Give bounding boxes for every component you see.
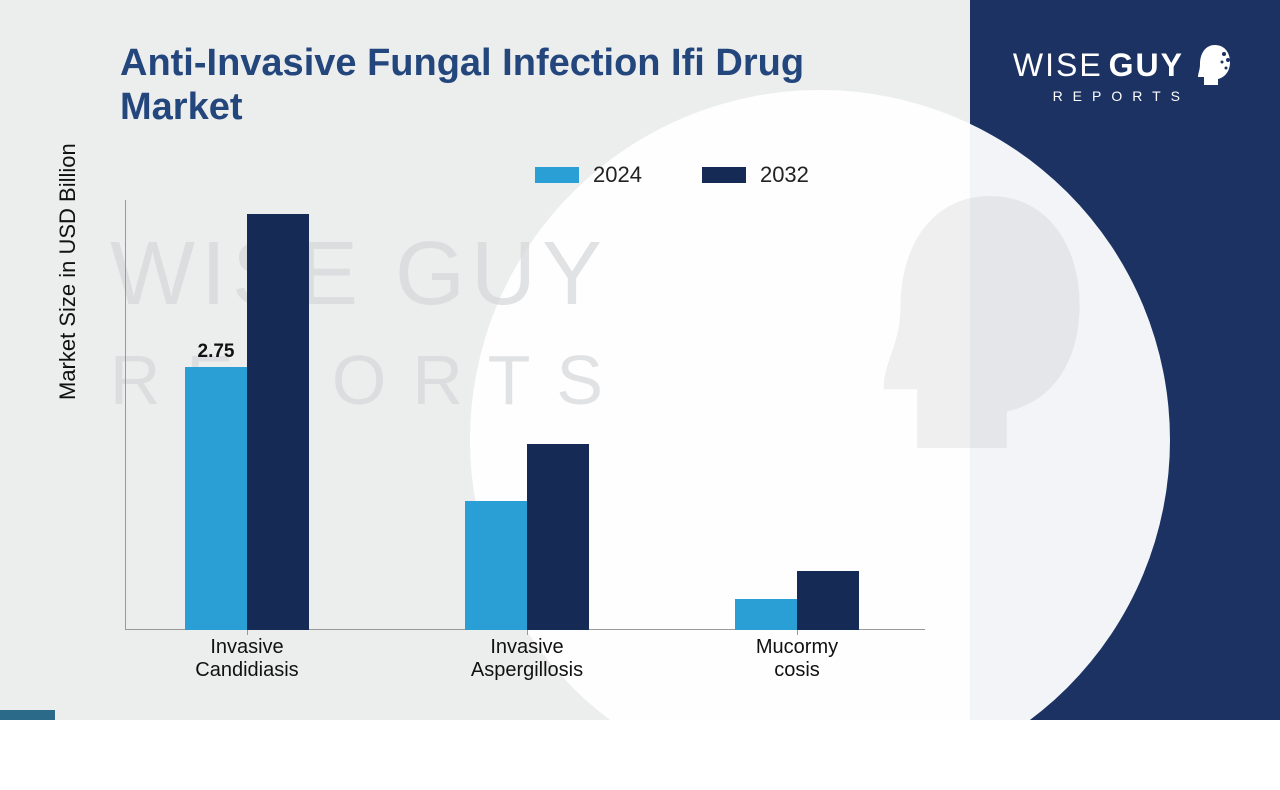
category-label: InvasiveCandidiasis (167, 636, 327, 682)
bar (465, 501, 527, 630)
legend-label-2032: 2032 (760, 162, 809, 188)
brand-subtitle: REPORTS (1013, 88, 1190, 104)
y-axis-line (125, 200, 126, 630)
category-label: InvasiveAspergillosis (447, 636, 607, 682)
chart-title: Anti-Invasive Fungal Infection Ifi Drug … (120, 42, 820, 129)
legend-swatch-2024 (535, 167, 579, 183)
legend-swatch-2032 (702, 167, 746, 183)
bar-group: Mucormycosis (735, 571, 859, 630)
legend-item-2024: 2024 (535, 162, 642, 188)
bar (527, 444, 589, 630)
bar-group: InvasiveAspergillosis (465, 444, 589, 630)
legend-item-2032: 2032 (702, 162, 809, 188)
brand-logo: WISE GUY REPORTS (1013, 40, 1240, 104)
brand-word-2: GUY (1109, 47, 1184, 84)
legend: 2024 2032 (535, 162, 809, 188)
y-axis-label: Market Size in USD Billion (55, 143, 81, 400)
axis-tick (247, 630, 248, 635)
bar-group: 2.75InvasiveCandidiasis (185, 214, 309, 630)
bar (797, 571, 859, 630)
bar-value-label: 2.75 (198, 341, 235, 363)
category-label: Mucormycosis (717, 636, 877, 682)
axis-tick (797, 630, 798, 635)
brand-word-1: WISE (1013, 47, 1103, 84)
bar (735, 599, 797, 630)
page-root: WISE GUY REPORTS WISE GUY REPORTS Anti-I… (0, 0, 1280, 720)
axis-tick (527, 630, 528, 635)
footer-accent (0, 710, 55, 720)
legend-label-2024: 2024 (593, 162, 642, 188)
chart-area: Market Size in USD Billion 2024 2032 2.7… (65, 170, 935, 680)
plot-region: 2.75InvasiveCandidiasis InvasiveAspergill… (125, 200, 925, 630)
bar (247, 214, 309, 630)
brand-head-icon (1190, 40, 1240, 90)
bar: 2.75 (185, 367, 247, 630)
